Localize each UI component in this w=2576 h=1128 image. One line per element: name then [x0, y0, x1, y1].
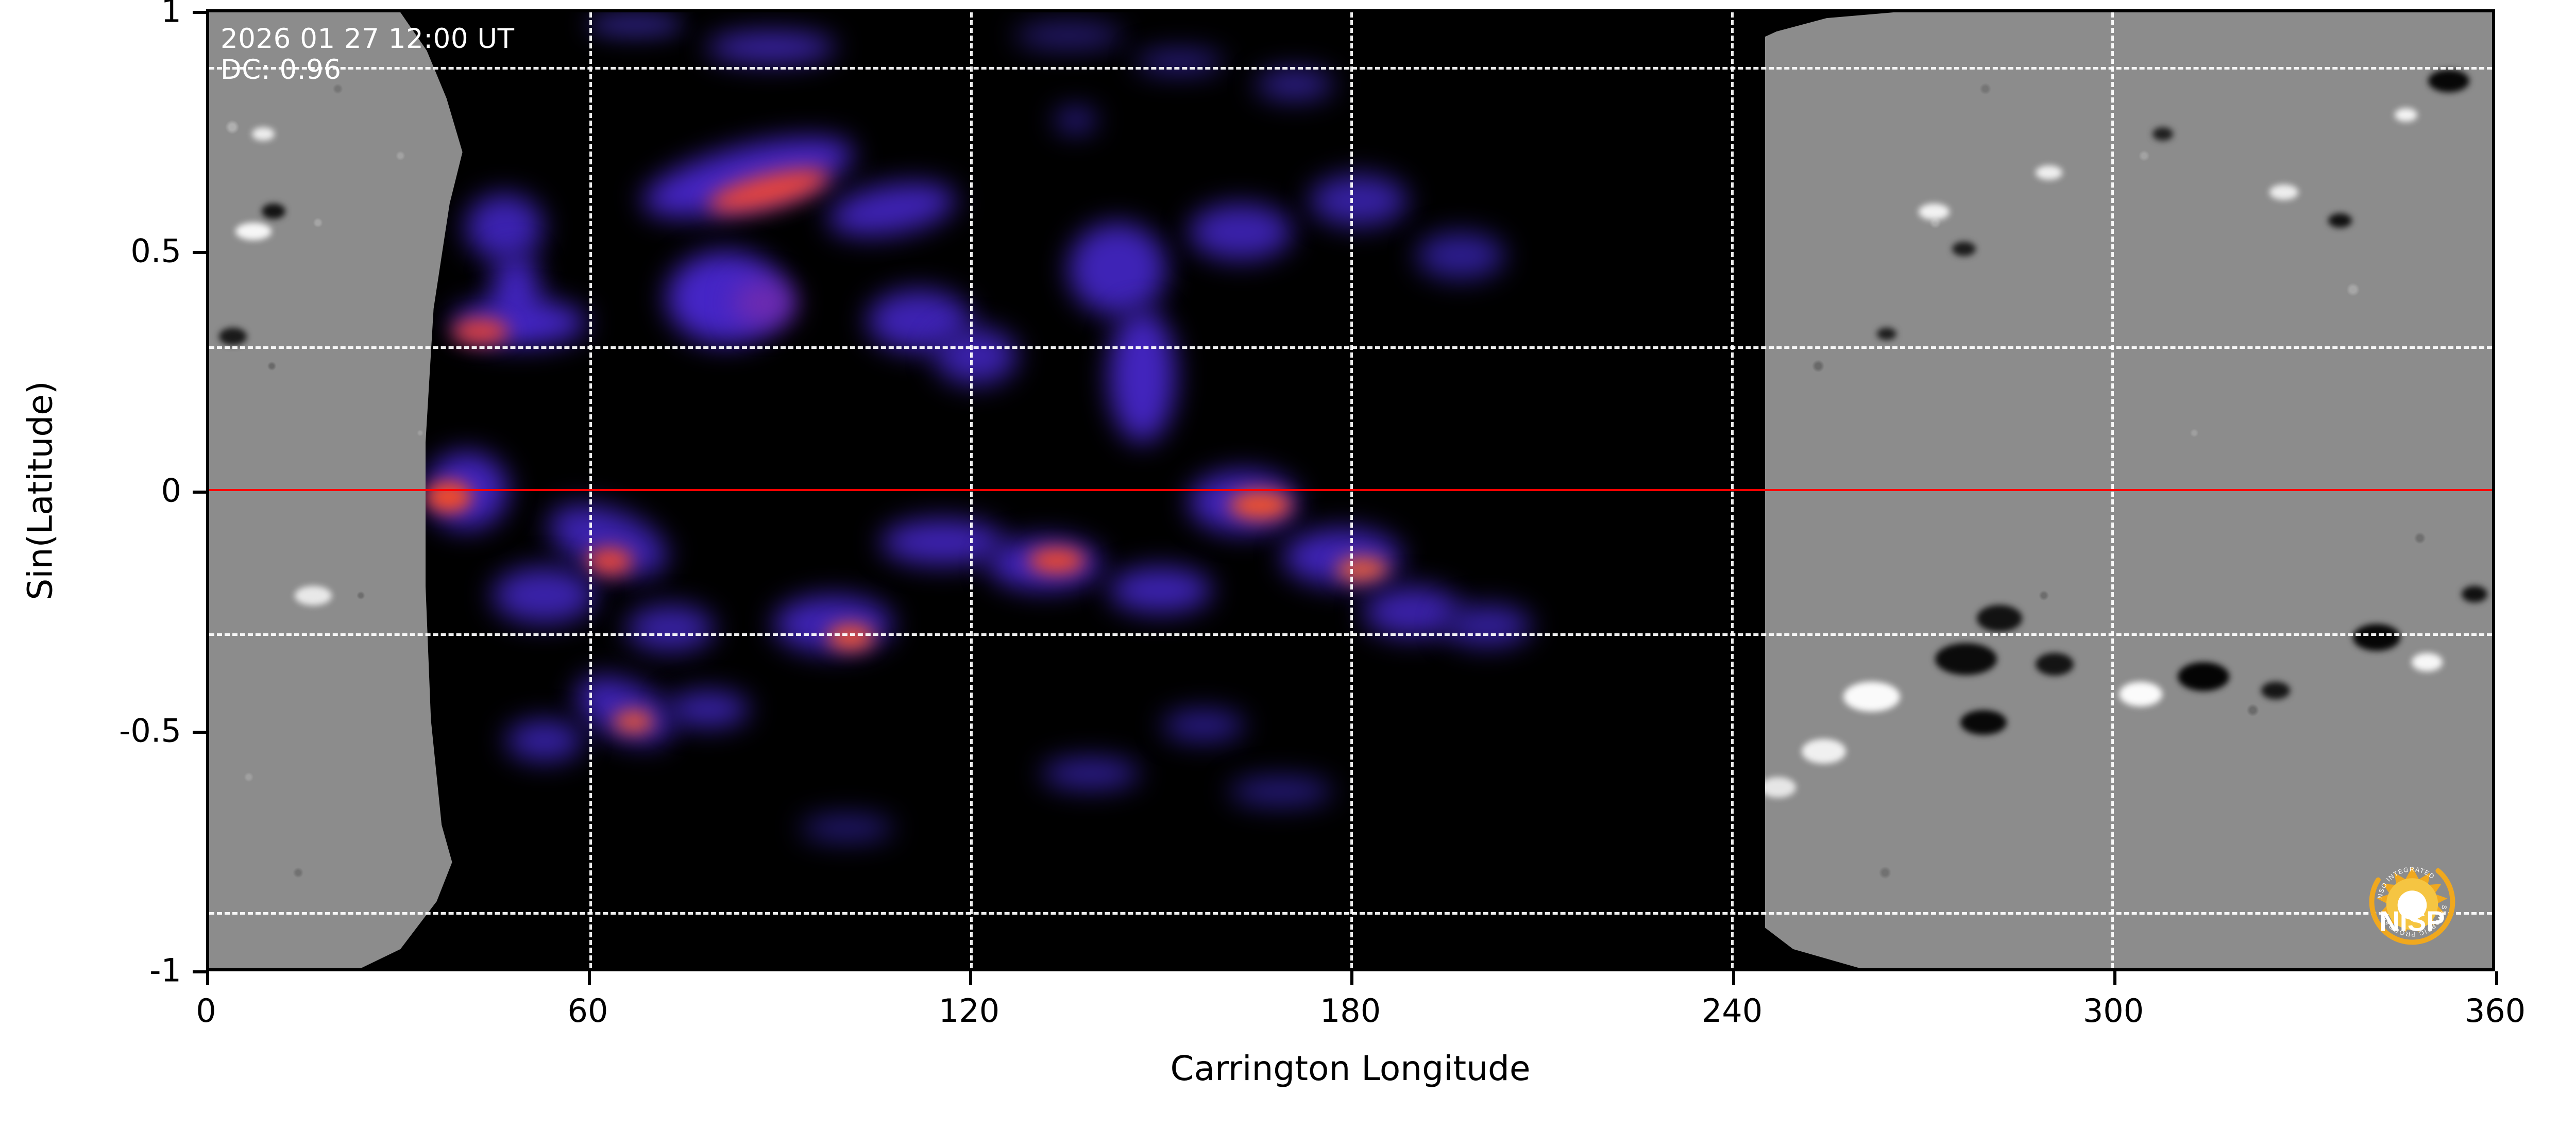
gridline-horizontal [209, 912, 2492, 915]
farside-active-region-core [1229, 490, 1291, 519]
magnetogram-negative-patch [1977, 605, 2023, 632]
y-tick-label: -1 [149, 951, 181, 989]
farside-active-region [1444, 605, 1531, 647]
x-tick-label: 240 [1701, 992, 1763, 1030]
farside-active-region [466, 194, 543, 261]
magnetogram-negative-patch [2328, 213, 2352, 228]
magnetogram-positive-patch [2035, 165, 2062, 180]
farside-active-region [1109, 566, 1212, 613]
farside-active-region-core [426, 480, 472, 513]
magnetogram-negative-patch [2462, 586, 2488, 602]
farside-active-region [1015, 22, 1123, 49]
farside-active-region [1109, 309, 1176, 443]
farside-active-region-core [613, 710, 654, 733]
magnetogram-positive-patch [1801, 738, 1846, 764]
equator-line [209, 489, 2492, 491]
gridline-horizontal [209, 633, 2492, 636]
farside-active-region [707, 31, 836, 64]
farside-active-region [1256, 70, 1333, 100]
x-tick-label: 300 [2082, 992, 2144, 1030]
x-tick [2495, 971, 2498, 985]
magnetogram-positive-patch [295, 586, 332, 605]
magnetogram-negative-patch [2261, 681, 2290, 699]
main-plot-axes: 2026 01 27 12:00 UT DC: 0.96 NISP NSO INT… [206, 9, 2495, 971]
farside-active-region [566, 662, 683, 757]
farside-active-region [506, 719, 583, 761]
magnetogram-negative-patch [2353, 624, 2401, 651]
magnetogram-negative-patch [2428, 70, 2470, 93]
farside-active-region [586, 12, 684, 37]
x-tick-label: 120 [938, 992, 1000, 1030]
timestamp-annotation: 2026 01 27 12:00 UT DC: 0.96 [221, 23, 515, 86]
farside-active-region [1189, 204, 1292, 260]
farside-active-region [1310, 175, 1408, 227]
x-tick [1732, 971, 1735, 985]
y-tick [193, 251, 206, 254]
farside-active-region [1055, 108, 1096, 132]
magnetogram-positive-patch [2395, 108, 2418, 122]
farside-active-region-core [1028, 547, 1085, 574]
y-tick-label: 0 [161, 472, 181, 510]
farside-active-region-core [586, 547, 633, 575]
x-tick [969, 971, 972, 985]
y-tick [193, 731, 206, 734]
x-tick [206, 971, 209, 985]
farside-active-region-core [827, 624, 874, 650]
x-tick-label: 360 [2464, 992, 2526, 1030]
farside-active-region [824, 173, 960, 245]
y-tick [193, 491, 206, 494]
magnetogram-positive-patch [2119, 681, 2163, 706]
magnetogram-negative-patch [1960, 710, 2007, 735]
magnetogram-positive-patch [252, 127, 275, 141]
magnetogram-negative-patch [262, 204, 286, 219]
x-tick [588, 971, 591, 985]
y-tick-label: -0.5 [119, 712, 181, 750]
magnetogram-negative-patch [1876, 328, 1896, 341]
y-tick-label: 1 [161, 0, 181, 30]
farside-active-region [935, 328, 1017, 385]
farside-active-region-core [452, 318, 509, 344]
x-tick [1350, 971, 1353, 985]
nisp-logo: NISP NSO INTEGRATED SYNOPTIC PROGRAM [2369, 858, 2455, 945]
magnetogram-positive-patch [1843, 681, 1900, 712]
magnetogram-positive-patch [2411, 652, 2443, 671]
annotation-datetime: 2026 01 27 12:00 UT [221, 23, 515, 55]
gridline-horizontal [209, 67, 2492, 70]
magnetogram-positive-patch [1918, 204, 1950, 220]
x-tick-label: 60 [567, 992, 608, 1030]
magnetogram-negative-patch [1935, 643, 1997, 676]
farside-active-region [1136, 50, 1223, 74]
magnetogram-positive-patch [2269, 184, 2299, 200]
x-tick-label: 0 [196, 992, 216, 1030]
x-tick-label: 180 [1319, 992, 1381, 1030]
farside-active-region [1042, 757, 1140, 789]
farside-active-region [734, 280, 795, 327]
magnetogram-positive-patch [235, 223, 272, 241]
nisp-logo-text: NISP [2379, 906, 2445, 937]
magnetogram-negative-patch [219, 328, 247, 346]
magnetogram-negative-patch [2177, 662, 2229, 692]
annotation-duty-cycle: DC: 0.96 [221, 54, 342, 86]
y-tick [193, 970, 206, 973]
magnetogram-negative-patch [2152, 127, 2173, 141]
y-tick-label: 0.5 [130, 232, 181, 270]
magnetogram-positive-patch [1759, 777, 1796, 798]
magnetogram-negative-patch [1952, 242, 1976, 257]
x-axis-title: Carrington Longitude [1170, 1049, 1531, 1088]
farside-active-region [1417, 232, 1504, 279]
y-tick [193, 11, 206, 14]
farside-active-region [626, 605, 714, 652]
farside-active-region [493, 566, 596, 624]
farside-active-region [1069, 223, 1166, 316]
farside-active-region [1162, 710, 1245, 742]
x-tick [2113, 971, 2116, 985]
gridline-horizontal [209, 346, 2492, 349]
farside-active-region [881, 519, 1005, 566]
magnetogram-negative-patch [2035, 652, 2074, 676]
farside-active-region [1229, 777, 1332, 805]
farside-active-region-core [1336, 557, 1388, 582]
farside-active-region [801, 815, 893, 841]
y-axis-title: Sin(Latitude) [20, 381, 60, 600]
farside-active-region [667, 691, 749, 728]
